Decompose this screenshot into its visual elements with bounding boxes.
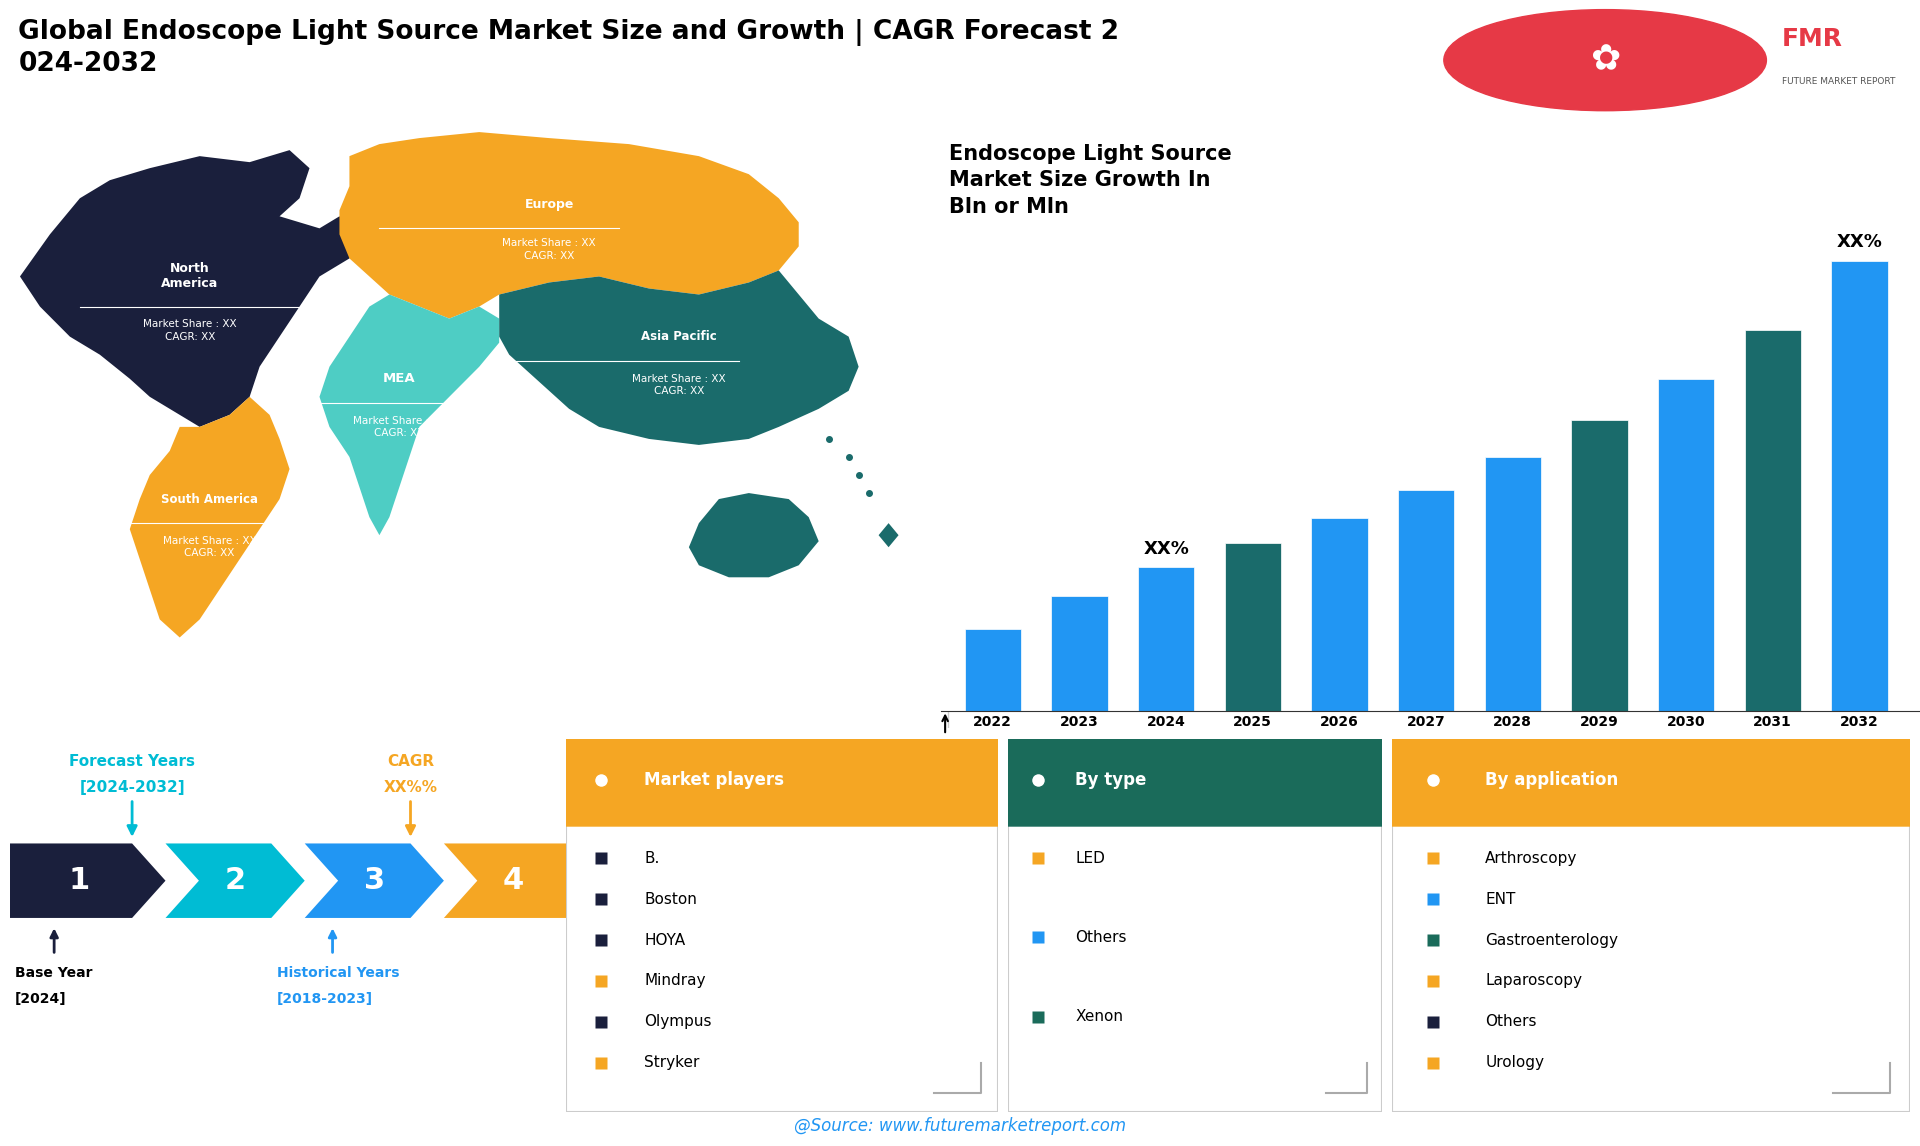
Bar xyxy=(1225,543,1281,711)
Text: Gastroenterology: Gastroenterology xyxy=(1486,933,1619,948)
Text: By type: By type xyxy=(1075,771,1146,790)
Text: Europe: Europe xyxy=(524,198,574,211)
Text: Stryker: Stryker xyxy=(643,1055,699,1070)
Polygon shape xyxy=(319,295,499,535)
FancyBboxPatch shape xyxy=(561,733,1004,826)
Text: Market Share : XX
CAGR: XX: Market Share : XX CAGR: XX xyxy=(353,416,445,438)
Text: 4: 4 xyxy=(503,866,524,895)
Text: Forecast Years: Forecast Years xyxy=(69,754,196,769)
Polygon shape xyxy=(10,843,165,918)
Text: [2018-2023]: [2018-2023] xyxy=(276,992,372,1006)
Bar xyxy=(1398,489,1453,711)
Text: XX%: XX% xyxy=(1142,540,1188,558)
Text: Market players: Market players xyxy=(643,771,783,790)
Text: LED: LED xyxy=(1075,850,1106,866)
Bar xyxy=(1745,330,1801,711)
Bar xyxy=(1052,596,1108,711)
Text: By application: By application xyxy=(1486,771,1619,790)
Text: South America: South America xyxy=(161,493,257,505)
Polygon shape xyxy=(340,132,799,319)
Text: Xenon: Xenon xyxy=(1075,1010,1123,1025)
Text: [2024-2032]: [2024-2032] xyxy=(79,780,184,795)
Text: XX%: XX% xyxy=(1836,233,1882,251)
Text: Mindray: Mindray xyxy=(643,973,707,988)
FancyBboxPatch shape xyxy=(1002,733,1388,826)
Polygon shape xyxy=(444,843,605,918)
Text: [2024]: [2024] xyxy=(15,992,67,1006)
Text: @Source: www.futuremarketreport.com: @Source: www.futuremarketreport.com xyxy=(795,1117,1125,1135)
Text: 1: 1 xyxy=(69,866,90,895)
Text: North
America: North America xyxy=(161,262,219,290)
Text: CAGR: CAGR xyxy=(388,754,434,769)
Text: FMR: FMR xyxy=(1782,26,1843,50)
Text: Global Endoscope Light Source Market Size and Growth | CAGR Forecast 2
024-2032: Global Endoscope Light Source Market Siz… xyxy=(19,19,1119,77)
Text: Boston: Boston xyxy=(643,892,697,906)
Text: Market Share : XX
CAGR: XX: Market Share : XX CAGR: XX xyxy=(503,238,595,260)
Bar xyxy=(1657,379,1715,711)
Circle shape xyxy=(1444,9,1766,111)
Text: Endoscope Light Source
Market Size Growth In
Bln or Mln: Endoscope Light Source Market Size Growt… xyxy=(950,144,1233,217)
Polygon shape xyxy=(689,493,818,578)
Text: 3: 3 xyxy=(363,866,384,895)
FancyBboxPatch shape xyxy=(1384,733,1918,826)
Text: ENT: ENT xyxy=(1486,892,1515,906)
Polygon shape xyxy=(305,843,444,918)
FancyBboxPatch shape xyxy=(1008,821,1382,1112)
Bar xyxy=(1832,261,1887,711)
Text: Market Share : XX
CAGR: XX: Market Share : XX CAGR: XX xyxy=(632,374,726,397)
Text: Asia Pacific: Asia Pacific xyxy=(641,330,716,343)
Text: 2: 2 xyxy=(225,866,246,895)
Text: MEA: MEA xyxy=(384,372,415,385)
Text: ✿: ✿ xyxy=(1590,44,1620,77)
Bar xyxy=(964,629,1021,711)
Bar xyxy=(1571,421,1628,711)
Text: Market Share : XX
CAGR: XX: Market Share : XX CAGR: XX xyxy=(163,536,257,558)
Text: Market Share : XX
CAGR: XX: Market Share : XX CAGR: XX xyxy=(142,320,236,342)
Polygon shape xyxy=(499,270,858,445)
Text: Base Year: Base Year xyxy=(15,966,92,980)
Text: FUTURE MARKET REPORT: FUTURE MARKET REPORT xyxy=(1782,77,1895,86)
Bar xyxy=(1311,518,1367,711)
Bar xyxy=(1139,567,1194,711)
Text: Olympus: Olympus xyxy=(643,1014,712,1029)
Text: Others: Others xyxy=(1075,931,1127,945)
FancyBboxPatch shape xyxy=(566,821,998,1112)
Text: Arthroscopy: Arthroscopy xyxy=(1486,850,1578,866)
Text: Others: Others xyxy=(1486,1014,1536,1029)
Text: HOYA: HOYA xyxy=(643,933,685,948)
Text: B.: B. xyxy=(643,850,660,866)
Polygon shape xyxy=(19,150,359,426)
FancyBboxPatch shape xyxy=(1392,821,1910,1112)
Bar xyxy=(1484,457,1542,711)
Polygon shape xyxy=(879,523,899,548)
Text: Historical Years: Historical Years xyxy=(276,966,399,980)
Polygon shape xyxy=(131,397,290,637)
Text: XX%%: XX%% xyxy=(384,780,438,795)
Text: Urology: Urology xyxy=(1486,1055,1544,1070)
Text: Laparoscopy: Laparoscopy xyxy=(1486,973,1582,988)
Polygon shape xyxy=(165,843,305,918)
